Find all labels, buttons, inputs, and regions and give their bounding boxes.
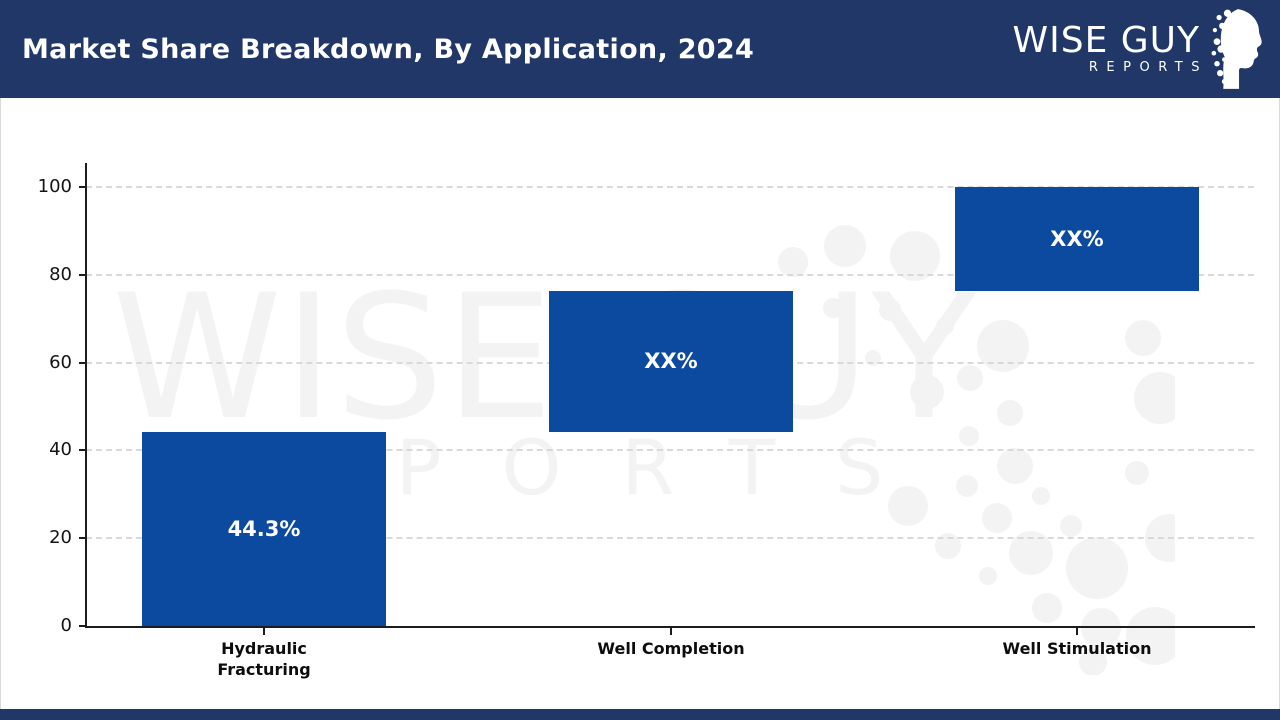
gridline-100 [86, 186, 1254, 188]
bar-value-label: XX% [644, 349, 698, 374]
y-axis-tick [79, 361, 86, 364]
x-axis-category-label: Well Completion [597, 639, 745, 658]
y-axis-tick-label: 60 [49, 351, 72, 373]
y-axis-tick [79, 625, 86, 627]
y-axis-line [85, 163, 87, 628]
y-axis-tick-label: 80 [49, 263, 72, 285]
x-axis-tick [670, 628, 672, 635]
bar-value-label: XX% [1050, 227, 1104, 252]
y-axis-tick [79, 186, 86, 188]
gridline-80 [86, 273, 1254, 276]
brand-name: WISE GUY [1012, 20, 1200, 61]
bar-3: XX% [955, 187, 1199, 292]
y-axis-tick-label: 100 [37, 176, 72, 197]
x-axis-tick [1076, 628, 1078, 635]
bar-value-label: 44.3% [227, 516, 301, 541]
footer-bar [0, 709, 1280, 720]
y-axis-tick-label: 20 [49, 527, 72, 549]
gridline-20 [86, 537, 1254, 540]
brand-logo: WISE GUY REPORTS [1013, 7, 1280, 91]
y-axis-tick [79, 273, 86, 276]
y-axis-tick-label: 0 [60, 615, 72, 636]
x-axis-category-label: Well Stimulation [1002, 639, 1152, 658]
bar-2: XX% [549, 291, 793, 432]
y-axis-tick [79, 537, 86, 540]
y-axis-tick [79, 449, 86, 452]
page-title: Market Share Breakdown, By Application, … [22, 33, 755, 65]
y-axis-tick-label: 40 [49, 439, 72, 461]
x-axis-category-label: Hydraulic Fracturing [217, 639, 311, 679]
x-axis-tick [263, 628, 265, 635]
brand-logo-text: WISE GUY REPORTS [1013, 22, 1201, 76]
bar-1: 44.3% [142, 431, 386, 626]
header-bar: Market Share Breakdown, By Application, … [0, 0, 1280, 98]
face-profile-logo-icon [1211, 9, 1262, 89]
gridline-40 [86, 449, 1254, 452]
x-axis-line [85, 626, 1255, 628]
watermark-face-dots [778, 225, 1175, 675]
brand-subtitle: REPORTS [1088, 60, 1208, 75]
